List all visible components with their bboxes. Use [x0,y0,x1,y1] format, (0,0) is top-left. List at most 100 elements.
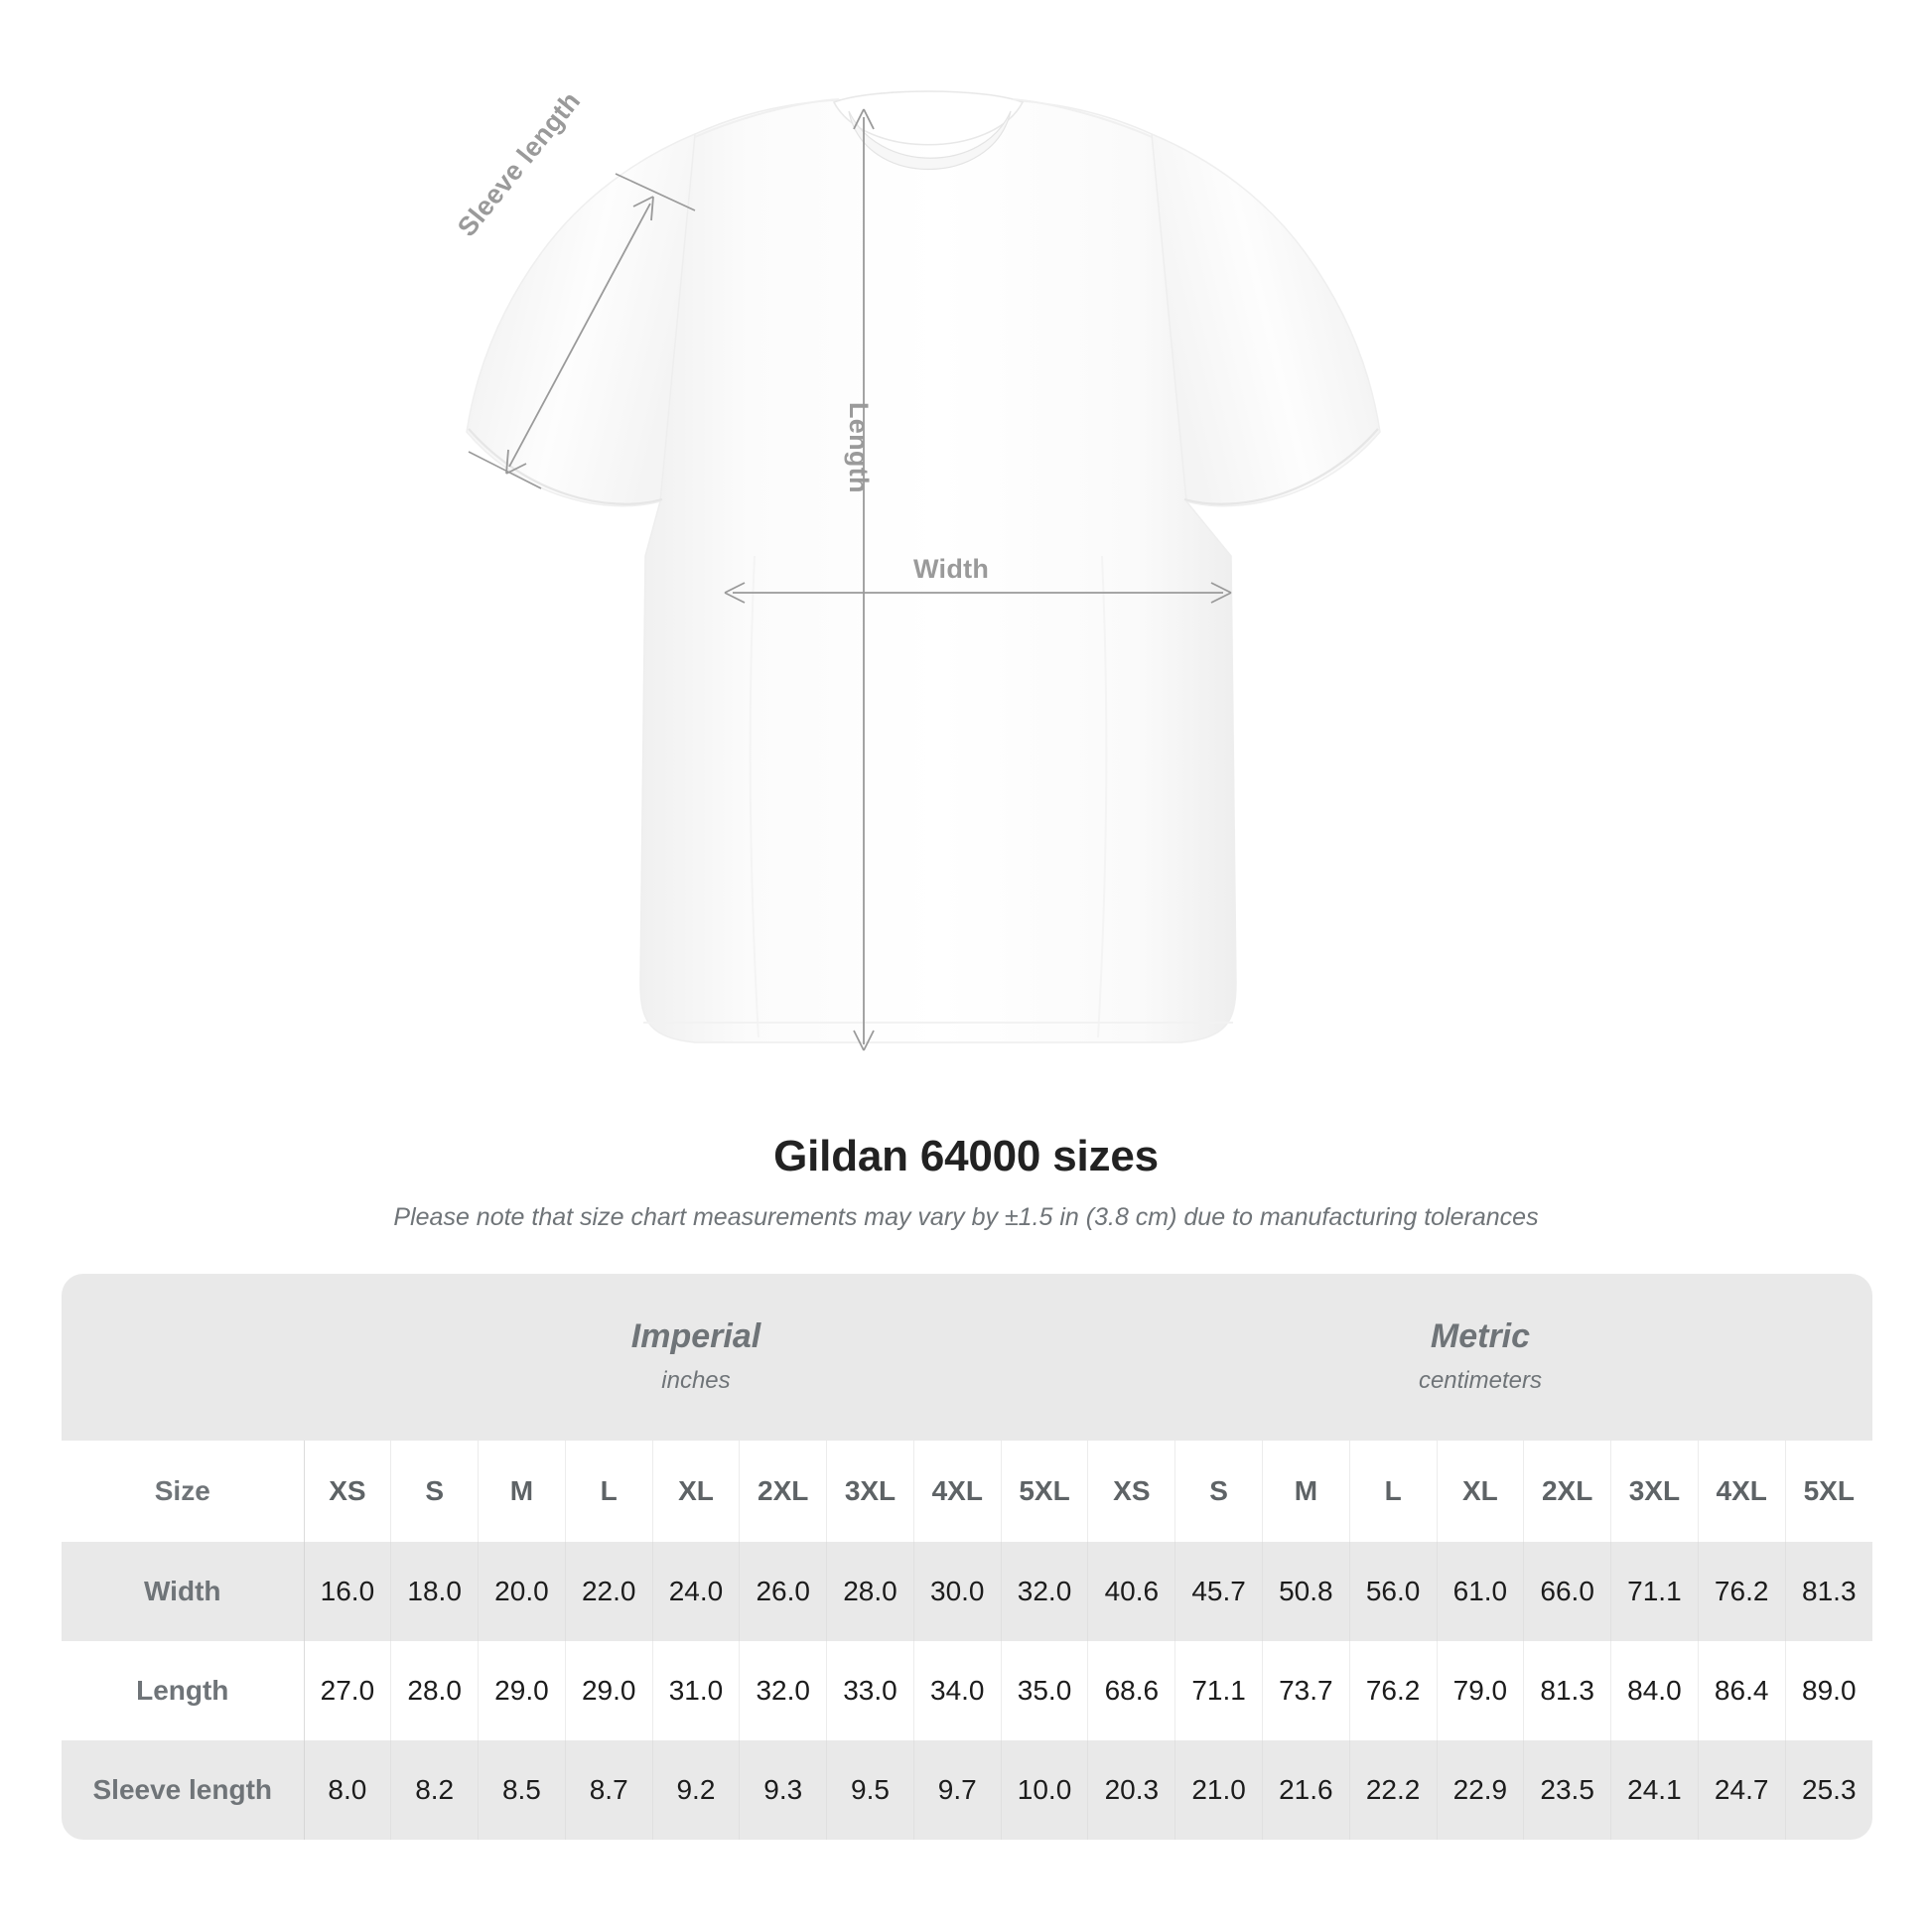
width-dimension-arrow [724,582,1232,604]
size-table: Imperial inches Metric centimeters Size … [62,1274,1872,1840]
size-column-header-label: 5XL [1019,1475,1070,1506]
size-column-header-label: XL [1461,1475,1498,1506]
measurement-value: 84.0 [1627,1675,1682,1706]
measurement-value: 20.0 [494,1576,549,1606]
size-column-header: S [1174,1441,1263,1542]
tolerance-note: Please note that size chart measurements… [393,1203,1539,1231]
measurement-cell: 20.3 [1087,1740,1176,1840]
measurement-value: 73.7 [1279,1675,1333,1706]
row-header-cell: Length [62,1641,305,1740]
size-header-cell: Size [62,1441,305,1542]
measurement-value: 32.0 [1017,1576,1072,1606]
measurement-cell: 56.0 [1349,1542,1438,1641]
unit-banner-metric: Metric centimeters [1087,1274,1872,1441]
measurement-value: 21.6 [1279,1774,1333,1805]
measurement-cell: 22.0 [565,1542,653,1641]
measurement-cell: 76.2 [1698,1542,1786,1641]
measurement-cell: 9.2 [652,1740,741,1840]
size-column-header: 2XL [739,1441,828,1542]
measurement-cell: 45.7 [1174,1542,1263,1641]
measurement-value: 50.8 [1279,1576,1333,1606]
sleeve-length-dimension-arrow [468,173,696,489]
measurement-cell: 28.0 [390,1641,480,1740]
measurement-value: 9.7 [937,1774,977,1805]
measurement-cell: 71.1 [1610,1542,1699,1641]
measurement-cell: 21.6 [1262,1740,1350,1840]
measurement-value: 27.0 [320,1675,375,1706]
measurement-cell: 33.0 [826,1641,914,1740]
measurement-cell: 40.6 [1087,1542,1176,1641]
measurement-value: 32.0 [756,1675,810,1706]
measurement-cell: 30.0 [913,1542,1002,1641]
measurement-value: 8.7 [589,1774,628,1805]
row-header-label: Length [136,1675,229,1706]
measurement-value: 28.0 [843,1576,897,1606]
size-column-header-label: M [509,1475,534,1506]
measurement-value: 81.3 [1540,1675,1594,1706]
measurement-value: 86.4 [1714,1675,1769,1706]
measurement-cell: 8.2 [390,1740,480,1840]
table-row: Sleeve length 8.0 8.2 8.5 8.7 9.2 9.3 9.5 9.7 10.… [62,1740,1872,1840]
measurement-cell: 21.0 [1174,1740,1263,1840]
measurement-cell: 24.0 [652,1542,741,1641]
measurement-cell: 31.0 [652,1641,741,1740]
measurement-value: 9.5 [851,1774,890,1805]
measurement-cell: 9.5 [826,1740,914,1840]
measurement-value: 68.6 [1104,1675,1160,1706]
measurement-value: 76.2 [1365,1675,1421,1706]
measurement-cell: 20.0 [478,1542,566,1641]
measurement-value: 8.5 [501,1774,541,1805]
size-column-header: M [1262,1441,1350,1542]
measurement-cell: 8.5 [478,1740,566,1840]
row-header-label: Width [144,1576,221,1606]
measurement-cell: 34.0 [913,1641,1002,1740]
size-column-header: 2XL [1523,1441,1612,1542]
measurement-cell: 8.0 [304,1740,392,1840]
measurement-cell: 18.0 [390,1542,480,1641]
measurement-cell: 9.3 [739,1740,828,1840]
measurement-value: 30.0 [930,1576,985,1606]
size-column-header-label: 2XL [1541,1475,1593,1506]
measurement-cell: 81.3 [1785,1542,1872,1641]
measurement-value: 26.0 [756,1576,810,1606]
measurement-cell: 29.0 [478,1641,566,1740]
measurement-cell: 10.0 [1001,1740,1089,1840]
chart-heading: Gildan 64000 sizes Please note that size… [0,1132,1932,1232]
measurement-value: 21.0 [1191,1774,1246,1805]
unit-name-metric: Metric [1430,1317,1531,1356]
size-column-header-label: L [1384,1475,1402,1506]
measurement-value: 66.0 [1540,1576,1594,1606]
size-header-row: Size XS S M L XL 2XL 3XL 4XL 5XL XS S M L XL 2XL 3XL 4XL… [62,1441,1872,1542]
size-column-header: S [390,1441,480,1542]
row-header-cell: Sleeve length [62,1740,305,1840]
tshirt-shape [466,90,1381,1043]
size-column-header-label: 2XL [758,1475,809,1506]
size-column-header-label: 3XL [844,1475,897,1506]
size-column-header-label: S [1209,1475,1228,1506]
measurement-value: 76.2 [1714,1576,1769,1606]
size-column-header: 4XL [913,1441,1002,1542]
measurement-cell: 23.5 [1523,1740,1612,1840]
measurement-value: 29.0 [581,1675,636,1706]
tshirt-diagram: Sleeve length Length Width [452,86,1381,1051]
size-column-header-label: 4XL [1716,1475,1767,1506]
measurement-value: 71.1 [1191,1675,1246,1706]
unit-sub-imperial: inches [661,1366,731,1394]
size-column-header: 5XL [1785,1441,1872,1542]
measurement-cell: 89.0 [1785,1641,1872,1740]
measurement-cell: 79.0 [1437,1641,1525,1740]
measurement-value: 33.0 [843,1675,897,1706]
size-column-header-label: 3XL [1628,1475,1681,1506]
measurement-cell: 8.7 [565,1740,653,1840]
size-column-header: XS [1087,1441,1176,1542]
measurement-value: 22.9 [1452,1774,1508,1805]
size-column-header-label: S [425,1475,444,1506]
measurement-cell: 28.0 [826,1542,914,1641]
measurement-value: 24.0 [668,1576,724,1606]
measurement-cell: 29.0 [565,1641,653,1740]
measurement-cell: 81.3 [1523,1641,1612,1740]
unit-name-imperial: Imperial [630,1317,761,1356]
measurement-cell: 68.6 [1087,1641,1176,1740]
width-label: Width [913,554,990,584]
